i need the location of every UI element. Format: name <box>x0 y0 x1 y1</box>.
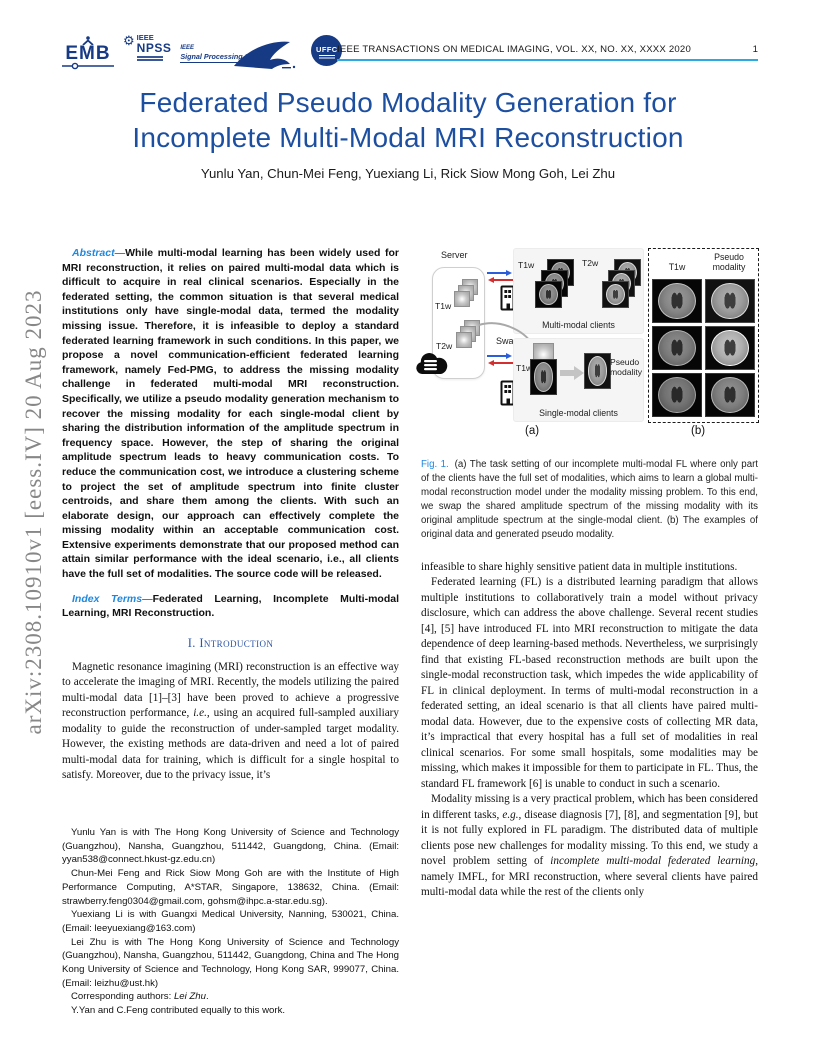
author-list: Yunlu Yan, Chun-Mei Feng, Yuexiang Li, R… <box>200 166 616 181</box>
server-t1w-label: T1w <box>435 301 452 311</box>
author-footnotes: Yunlu Yan is with The Hong Kong Universi… <box>62 826 399 1018</box>
mri-sample-t1w-1 <box>652 279 702 323</box>
emb-logo: EMB <box>62 36 114 70</box>
footnote-equal-contribution: Y.Yan and C.Feng contributed equally to … <box>71 1005 286 1017</box>
body-paragraph-modality-missing: Modality missing is a very practical pro… <box>421 793 759 899</box>
footnote-corresponding-author: Corresponding authors: Lei Zhu. <box>71 991 209 1003</box>
multi-modal-clients-panel: T1w T2w Multi-modal clients <box>513 248 644 334</box>
journal-header: IEEE TRANSACTIONS ON MEDICAL IMAGING, VO… <box>337 44 692 55</box>
body-paragraph-continuation: infeasible to share highly sensitive pat… <box>421 560 738 573</box>
mri-sample-t1w-3 <box>652 373 702 417</box>
sps-swoosh-icon <box>234 41 296 69</box>
right-column: Server T1w T2w <box>416 245 759 901</box>
section-heading-introduction: I. Introduction <box>187 635 274 650</box>
emb-person-icon <box>82 36 94 45</box>
mri-sample-pseudo-1 <box>705 279 755 323</box>
figure-1-diagram: Server T1w T2w <box>416 245 759 441</box>
npss-logo: ⚙ IEEE NPSS <box>123 34 171 62</box>
t1w-mri-image <box>530 359 557 395</box>
sps-logo-text: Signal Processing Society <box>180 52 271 63</box>
server-t2w-label: T2w <box>436 341 453 351</box>
panel-b-pseudo-header: Pseudo modality <box>712 252 746 272</box>
right-column-body: infeasible to share highly sensitive pat… <box>421 560 758 901</box>
paper-title-line1: Federated Pseudo Modality Generation for <box>139 87 677 118</box>
intro-paragraph-1: Magnetic resonance imagining (MRI) recon… <box>62 660 399 782</box>
paper-title-line2: Incomplete Multi-Modal MRI Reconstructio… <box>132 122 684 153</box>
introduction-body: Magnetic resonance imagining (MRI) recon… <box>62 660 399 784</box>
header-logos: EMB ⚙ IEEE NPSS IEEE Signal Processing S… <box>62 32 343 76</box>
single-modal-clients-panel: T1w Pseudo modality Single-modal clients <box>513 338 644 422</box>
body-paragraph-federated-learning: Federated learning (FL) is a distributed… <box>421 576 758 790</box>
uffc-logo: UFFC <box>311 35 343 66</box>
index-terms-text: Federated Learning, Incomplete Multi-mod… <box>62 592 399 620</box>
npss-logo-text: NPSS <box>136 40 172 55</box>
server-label: Server <box>441 250 468 260</box>
emb-logo-text: EMB <box>65 43 111 64</box>
mri-sample-pseudo-2 <box>705 326 755 370</box>
left-column: Abstract—While multi-modal learning has … <box>62 246 399 784</box>
footnote-affiliation-1: Yunlu Yan is with The Hong Kong Universi… <box>62 827 399 866</box>
t2w-spectrum-stack <box>456 320 480 348</box>
updown-arrows-icon-bottom <box>487 353 513 366</box>
pseudo-modality-image <box>584 353 611 389</box>
t1w-spectrum-stack <box>454 279 478 307</box>
panel-b-t1w-header: T1w <box>668 262 686 272</box>
t2w-mri-stack <box>602 259 641 308</box>
arxiv-identifier: arXiv:2308.10910v1 [eess.IV] 20 Aug 2023 <box>21 289 46 735</box>
multi-modal-clients-label: Multi-modal clients <box>542 320 615 330</box>
footnote-affiliation-2: Chun-Mei Feng and Rick Siow Mong Goh are… <box>62 868 399 907</box>
header-rule <box>337 59 758 62</box>
index-terms-paragraph: Index Terms—Federated Learning, Incomple… <box>62 592 399 621</box>
uffc-lines <box>318 55 335 57</box>
figure-1-caption: Fig. 1. (a) The task setting of our incom… <box>421 458 758 543</box>
emb-line-icon <box>62 62 114 70</box>
footnote-affiliation-3: Yuexiang Li is with Guangxi Medical Univ… <box>62 909 399 934</box>
npss-ieee-text: IEEE <box>136 33 154 42</box>
updown-arrows-icon-top <box>487 270 513 283</box>
cloud-server-icon <box>416 353 448 374</box>
panel-b-label: (b) <box>691 425 706 437</box>
single-t1w-label: T1w <box>516 363 533 373</box>
paper-title: Federated Pseudo Modality Generation for… <box>58 85 758 155</box>
npss-gear-icon: ⚙ <box>123 33 135 48</box>
sps-logo: IEEE Signal Processing Society <box>180 40 302 80</box>
panel-b-image-grid <box>652 279 755 417</box>
client-t2w-label: T2w <box>582 258 599 268</box>
figure-1-caption-text: (a) The task setting of our incomplete m… <box>421 459 758 541</box>
swap-label: Swap <box>496 336 519 346</box>
uffc-logo-text: UFFC <box>316 44 338 54</box>
pseudo-modality-label: Pseudo modality <box>610 357 642 377</box>
index-terms-label: Index Terms— <box>72 592 153 605</box>
single-modal-clients-label: Single-modal clients <box>539 408 618 418</box>
mri-sample-t1w-2 <box>652 326 702 370</box>
panel-a-label: (a) <box>525 425 540 437</box>
abstract-text: While multi-modal learning has been wide… <box>62 247 399 581</box>
abstract-paragraph: Abstract—While multi-modal learning has … <box>62 246 399 582</box>
abstract-label: Abstract— <box>72 247 126 259</box>
figure-1-caption-label: Fig. 1. <box>421 459 449 470</box>
t1w-mri-stack <box>535 259 574 308</box>
generate-arrow-icon <box>560 366 584 380</box>
npss-subtext-bars <box>136 55 172 62</box>
footnote-affiliation-4: Lei Zhu is with The Hong Kong University… <box>62 936 399 989</box>
sps-ieee-text: IEEE <box>180 45 195 51</box>
client-t1w-label: T1w <box>518 260 535 270</box>
page-number: 1 <box>752 44 758 55</box>
panel-b-box: T1w Pseudo modality <box>648 248 759 423</box>
mri-sample-pseudo-3 <box>705 373 755 417</box>
